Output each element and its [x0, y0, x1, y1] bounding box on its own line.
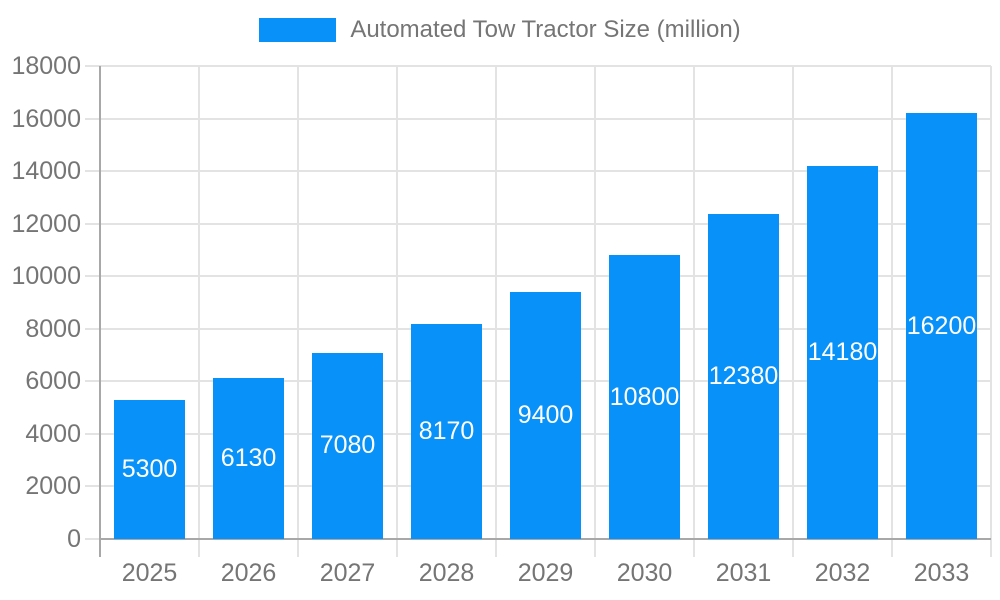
bar: 5300: [114, 399, 185, 539]
v-gridline: [891, 66, 893, 539]
y-tick: [85, 485, 100, 488]
y-tick: [85, 65, 100, 67]
x-tick: [297, 539, 299, 557]
x-axis-label: 2033: [913, 559, 970, 587]
y-tick: [85, 380, 100, 383]
y-axis-label: 2000: [25, 472, 81, 501]
y-axis-label: 18000: [11, 52, 81, 80]
v-gridline: [396, 66, 398, 539]
bar-value-label: 8170: [418, 417, 475, 446]
x-tick: [792, 539, 794, 557]
h-gridline: [100, 65, 991, 67]
bar: 8170: [411, 324, 482, 539]
y-tick: [85, 275, 100, 278]
x-axis-label: 2029: [517, 559, 574, 587]
bar: 14180: [807, 166, 878, 539]
x-axis-label: 2025: [121, 559, 178, 587]
x-tick: [594, 539, 596, 557]
v-gridline: [792, 66, 794, 539]
h-gridline: [100, 170, 991, 173]
v-gridline: [198, 66, 200, 539]
x-tick: [693, 539, 695, 557]
bar: 12380: [708, 213, 779, 539]
bar: 7080: [312, 352, 383, 539]
bar-value-label: 9400: [517, 400, 574, 429]
y-axis-label: 8000: [25, 314, 81, 343]
y-axis-line: [99, 66, 101, 557]
x-tick: [198, 539, 200, 557]
x-axis-label: 2026: [220, 559, 277, 587]
bar: 10800: [609, 255, 680, 539]
legend: Automated Tow Tractor Size (million): [0, 16, 1000, 45]
y-axis-label: 16000: [11, 104, 81, 133]
bar: 6130: [213, 377, 284, 539]
y-tick: [85, 222, 100, 225]
x-tick: [891, 539, 893, 557]
bar-value-label: 16200: [906, 311, 977, 340]
x-tick: [396, 539, 398, 557]
legend-label: Automated Tow Tractor Size (million): [350, 16, 741, 43]
bar: 16200: [906, 113, 977, 539]
bar-value-label: 12380: [708, 361, 779, 390]
v-gridline: [693, 66, 695, 539]
x-axis-label: 2028: [418, 559, 475, 587]
x-tick: [495, 539, 497, 557]
h-gridline: [100, 117, 991, 120]
v-gridline: [297, 66, 299, 539]
v-gridline: [594, 66, 596, 539]
bar-value-label: 5300: [121, 454, 178, 483]
y-axis-label: 4000: [25, 419, 81, 448]
h-gridline: [100, 275, 991, 278]
legend-swatch: [259, 18, 337, 43]
y-axis-label: 12000: [11, 209, 81, 238]
y-tick: [85, 170, 100, 173]
x-axis-label: 2027: [319, 559, 376, 587]
y-axis-label: 14000: [11, 157, 81, 186]
bar-value-label: 10800: [609, 382, 680, 411]
y-axis-label: 10000: [11, 262, 81, 291]
h-gridline: [100, 222, 991, 225]
y-tick: [85, 117, 100, 120]
v-gridline: [990, 66, 992, 539]
x-tick: [990, 539, 992, 557]
y-tick: [85, 538, 100, 540]
y-axis-label: 0: [67, 525, 81, 553]
v-gridline: [495, 66, 497, 539]
y-tick: [85, 432, 100, 435]
bar-value-label: 7080: [319, 431, 376, 460]
x-axis-label: 2030: [616, 559, 673, 587]
bar: 9400: [510, 291, 581, 539]
x-axis-label: 2032: [814, 559, 871, 587]
bar-value-label: 6130: [220, 443, 277, 472]
y-axis-label: 6000: [25, 367, 81, 396]
bar-value-label: 14180: [807, 338, 878, 367]
x-axis-label: 2031: [715, 559, 772, 587]
y-tick: [85, 327, 100, 330]
x-axis-line: [100, 538, 991, 540]
